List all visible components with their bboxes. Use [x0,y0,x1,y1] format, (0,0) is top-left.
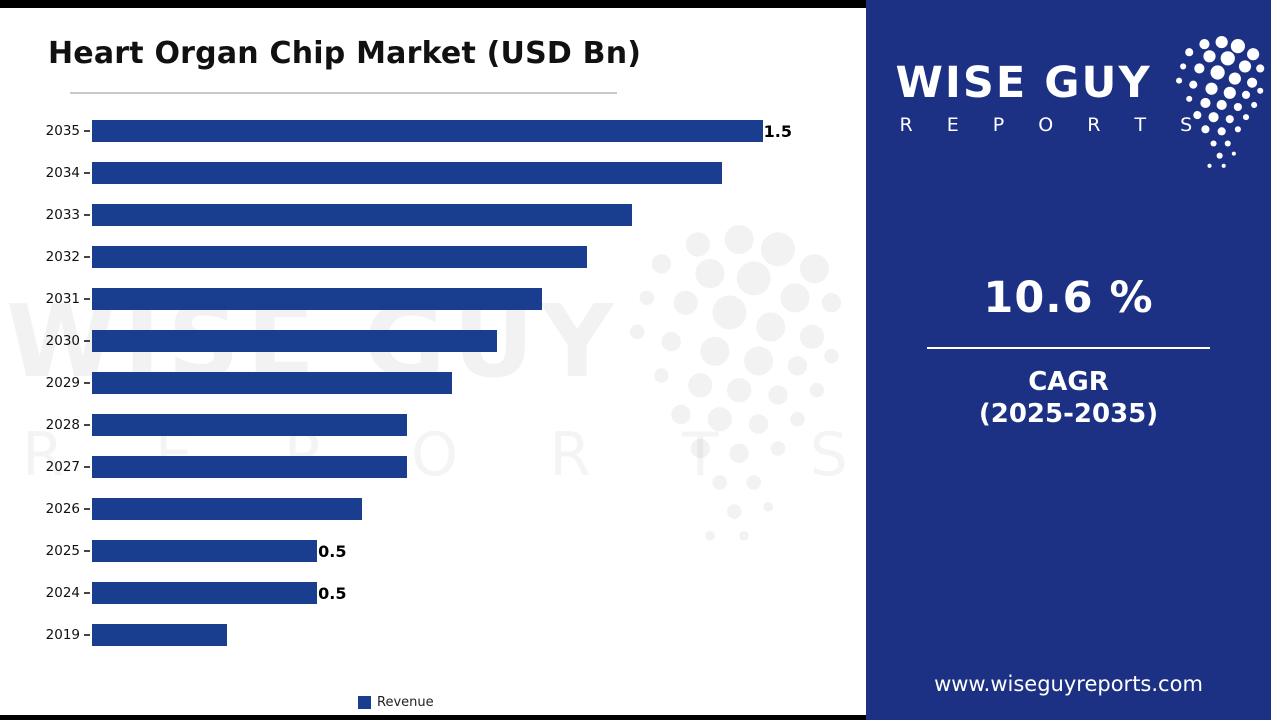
axis-tick [84,130,90,132]
bar-track: 0.5 [92,540,792,562]
brand-name-line1: WISE GUY [895,58,1152,108]
cagr-period: (2025-2035) [978,399,1159,429]
axis-tick [84,340,90,342]
revenue-bar [92,204,633,226]
bar-value-label: 0.5 [318,541,347,561]
revenue-bar [92,162,723,184]
cagr-divider [927,347,1210,349]
bar-row: 2030 [0,320,866,362]
revenue-bar [92,330,498,352]
bar-row: 2031 [0,278,866,320]
bar-track [92,246,792,268]
revenue-bar [92,246,588,268]
bar-track [92,330,792,352]
bar-chart: 2035 1.5 2034 2033 2032 2031 2030 2029 2028 2027 2… [0,110,866,656]
bar-row: 2025 0.5 [0,530,866,572]
revenue-bar [92,288,543,310]
y-axis-tick-label: 2033 [45,207,80,223]
brand-name-line2: R E P O R T S [899,114,1207,136]
axis-tick [84,256,90,258]
bar-row: 2027 [0,446,866,488]
bottom-border-strip [0,715,866,720]
bar-row: 2028 [0,404,866,446]
bar-track [92,162,792,184]
bar-track [92,288,792,310]
y-axis-tick-label: 2032 [45,249,80,265]
bar-row: 2026 [0,488,866,530]
top-border-strip [0,0,866,8]
bar-track [92,624,792,646]
legend-swatch-revenue [358,696,371,709]
bar-row: 2029 [0,362,866,404]
bar-row: 2024 0.5 [0,572,866,614]
website-url: www.wiseguyreports.com [934,672,1203,696]
revenue-bar [92,498,363,520]
axis-tick [84,508,90,510]
axis-tick [84,550,90,552]
bar-row: 2033 [0,194,866,236]
chart-section: Heart Organ Chip Market (USD Bn) WISE GU… [0,0,866,720]
axis-tick [84,592,90,594]
axis-tick [84,634,90,636]
y-axis-tick-label: 2019 [45,627,80,643]
bar-track [92,498,792,520]
bar-track [92,456,792,478]
bar-row: 2019 [0,614,866,656]
revenue-bar [92,456,408,478]
bar-track: 0.5 [92,582,792,604]
bar-track: 1.5 [92,120,792,142]
y-axis-tick-label: 2026 [45,501,80,517]
axis-tick [84,424,90,426]
cagr-value: 10.6 % [983,273,1154,323]
chart-legend: Revenue [358,695,434,710]
bar-value-label: 0.5 [318,583,347,603]
brand-logo: WISE GUY R E P O R T S [894,36,1264,178]
y-axis-tick-label: 2029 [45,375,80,391]
cagr-block: 10.6 % CAGR (2025-2035) [927,273,1210,429]
y-axis-tick-label: 2027 [45,459,80,475]
brand-head-dots-icon [1175,36,1264,168]
bar-track [92,372,792,394]
bar-row: 2035 1.5 [0,110,866,152]
y-axis-tick-label: 2035 [45,123,80,139]
legend-label-revenue: Revenue [377,695,434,710]
chart-title: Heart Organ Chip Market (USD Bn) [48,36,642,71]
title-divider [70,92,617,94]
axis-tick [84,466,90,468]
y-axis-tick-label: 2024 [45,585,80,601]
axis-tick [84,214,90,216]
y-axis-tick-label: 2034 [45,165,80,181]
y-axis-tick-label: 2031 [45,291,80,307]
revenue-bar [92,414,408,436]
revenue-bar [92,120,763,142]
axis-tick [84,298,90,300]
bar-track [92,414,792,436]
axis-tick [84,382,90,384]
brand-panel: WISE GUY R E P O R T S [866,0,1271,720]
bar-row: 2034 [0,152,866,194]
bar-value-label: 1.5 [763,121,792,141]
revenue-bar [92,582,318,604]
axis-tick [84,172,90,174]
bar-track [92,204,792,226]
revenue-bar [92,372,453,394]
y-axis-tick-label: 2025 [45,543,80,559]
bar-row: 2032 [0,236,866,278]
revenue-bar [92,624,228,646]
y-axis-tick-label: 2028 [45,417,80,433]
y-axis-tick-label: 2030 [45,333,80,349]
revenue-bar [92,540,318,562]
cagr-label: CAGR [1028,367,1109,397]
